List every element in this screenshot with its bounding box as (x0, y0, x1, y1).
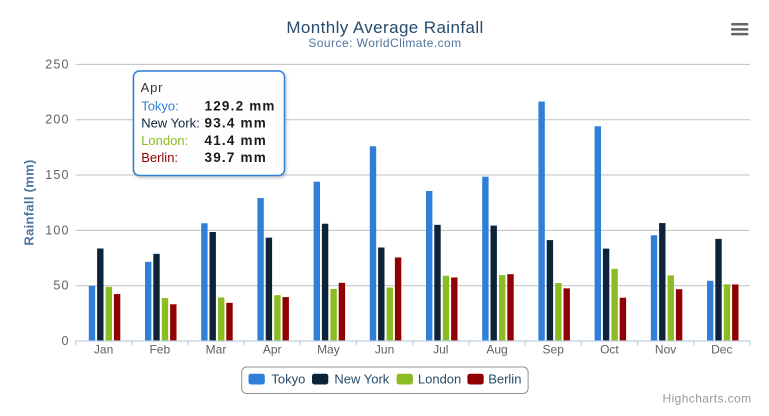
svg-text:Feb: Feb (149, 343, 170, 357)
svg-text:250: 250 (45, 57, 69, 71)
svg-text:41.4 mm: 41.4 mm (205, 133, 267, 148)
svg-text:Aug: Aug (486, 343, 507, 357)
svg-text:Tokyo: Tokyo (271, 372, 305, 387)
svg-text:Tokyo:: Tokyo: (141, 98, 179, 113)
svg-text:Jul: Jul (433, 343, 448, 357)
svg-text:Nov: Nov (655, 343, 676, 357)
svg-text:Source: WorldClimate.com: Source: WorldClimate.com (308, 36, 461, 50)
svg-text:0: 0 (62, 334, 70, 348)
svg-text:Sep: Sep (543, 343, 565, 357)
svg-text:Highcharts.com: Highcharts.com (663, 392, 752, 406)
svg-text:39.7 mm: 39.7 mm (205, 150, 267, 165)
svg-text:Oct: Oct (600, 343, 619, 357)
svg-text:Jan: Jan (94, 343, 113, 357)
svg-text:Rainfall (mm): Rainfall (mm) (22, 159, 37, 245)
svg-text:Mar: Mar (206, 343, 227, 357)
svg-text:New York:: New York: (141, 116, 200, 131)
svg-text:Dec: Dec (711, 343, 732, 357)
svg-text:Apr: Apr (263, 343, 282, 357)
svg-text:100: 100 (45, 223, 69, 237)
svg-text:London:: London: (141, 133, 188, 148)
svg-text:150: 150 (45, 168, 69, 182)
svg-text:Apr: Apr (141, 80, 164, 95)
svg-text:93.4 mm: 93.4 mm (205, 116, 267, 131)
svg-text:Berlin:: Berlin: (141, 150, 178, 165)
svg-text:May: May (317, 343, 340, 357)
svg-text:Berlin: Berlin (488, 372, 521, 387)
svg-text:Jun: Jun (375, 343, 394, 357)
svg-text:Monthly Average Rainfall: Monthly Average Rainfall (286, 18, 483, 37)
svg-text:200: 200 (45, 113, 69, 127)
svg-text:New York: New York (334, 372, 389, 387)
svg-text:London: London (418, 372, 461, 387)
svg-text:129.2 mm: 129.2 mm (205, 98, 276, 113)
svg-text:50: 50 (53, 279, 69, 293)
